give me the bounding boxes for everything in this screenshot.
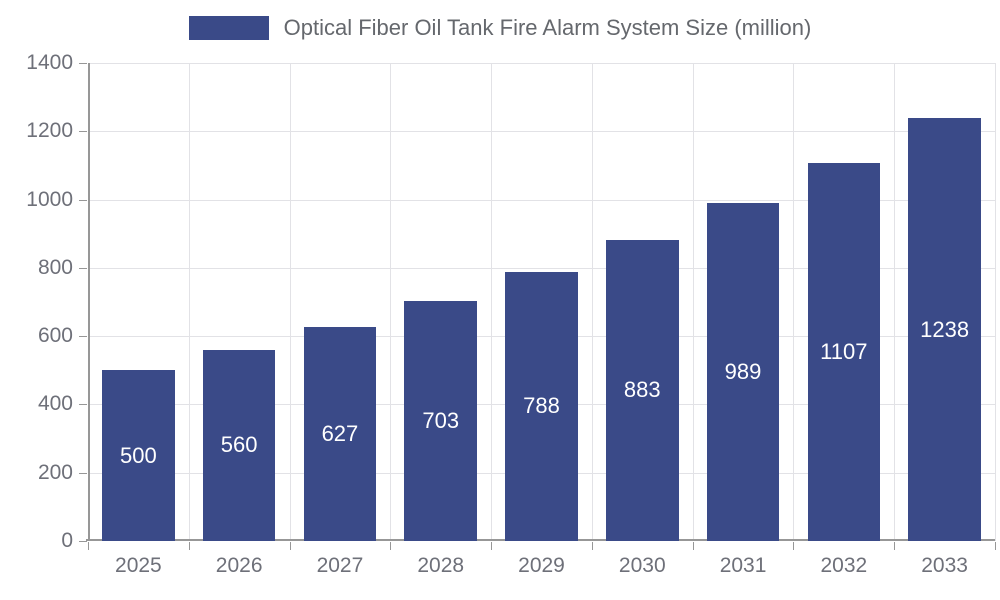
gridline-horizontal — [88, 63, 995, 64]
y-axis-tick — [79, 336, 87, 338]
x-axis-tick — [88, 542, 89, 550]
plot-area: 0 200 400 600 800 1000 1200 1400 500 2025 560 2026 6… — [26, 51, 996, 577]
y-axis-tick — [79, 63, 87, 64]
bar-2031[interactable]: 989 — [706, 203, 780, 541]
x-axis-tick — [894, 542, 896, 550]
y-axis-tick — [79, 131, 87, 133]
y-axis-label: 200 — [37, 460, 73, 484]
bar-value-label: 883 — [623, 377, 661, 403]
gridline-vertical — [995, 63, 996, 541]
bar-value-label: 788 — [523, 393, 560, 419]
bar-2027[interactable]: 627 — [303, 326, 377, 541]
bar-value-label: 560 — [220, 432, 258, 458]
gridline-vertical — [692, 63, 694, 541]
bar-2030[interactable]: 883 — [605, 239, 679, 541]
gridline-vertical — [793, 63, 795, 541]
x-axis-label: 2026 — [215, 554, 263, 577]
gridline-vertical — [894, 63, 896, 541]
y-axis-tick — [79, 199, 87, 201]
x-axis-tick — [591, 542, 593, 550]
y-axis-label: 1200 — [26, 119, 73, 143]
legend-label: Optical Fiber Oil Tank Fire Alarm System… — [283, 15, 812, 40]
y-axis-label: 1000 — [26, 187, 73, 211]
bar-value-label: 989 — [724, 359, 762, 385]
gridline-vertical — [390, 63, 392, 541]
x-axis-tick — [188, 542, 190, 550]
gridline-horizontal — [88, 267, 995, 269]
x-axis-tick — [289, 542, 291, 550]
bar-value-label: 1107 — [820, 339, 868, 365]
x-axis-label: 2029 — [518, 554, 565, 577]
x-axis-label: 2027 — [316, 554, 364, 577]
bar-value-label: 1238 — [920, 316, 970, 342]
x-axis-tick — [491, 542, 493, 550]
legend-swatch-icon — [188, 16, 269, 40]
x-axis-label: 2028 — [417, 554, 465, 577]
bar-value-label: 500 — [120, 442, 157, 468]
y-axis-label: 600 — [37, 324, 73, 348]
x-axis-tick — [995, 542, 996, 550]
y-axis-label: 0 — [61, 529, 73, 552]
y-axis-tick — [79, 404, 87, 406]
x-axis-label: 2025 — [115, 554, 162, 577]
gridline-horizontal — [88, 131, 995, 133]
y-axis-line — [88, 63, 90, 541]
bar-2033[interactable]: 1238 — [908, 118, 981, 541]
gridline-vertical — [591, 63, 593, 541]
gridline-vertical — [491, 63, 493, 541]
x-axis-tick — [793, 542, 795, 550]
y-axis-label: 800 — [37, 255, 73, 279]
gridline-vertical — [289, 63, 291, 541]
x-axis-label: 2033 — [921, 554, 968, 577]
y-axis-tick — [79, 541, 87, 542]
bar-value-label: 627 — [321, 420, 359, 446]
y-axis-tick — [79, 267, 87, 269]
x-axis-label: 2032 — [820, 554, 868, 577]
bar-value-label: 703 — [422, 407, 460, 433]
gridline-horizontal — [88, 199, 995, 201]
x-axis-label: 2031 — [719, 554, 767, 577]
legend-item[interactable]: Optical Fiber Oil Tank Fire Alarm System… — [188, 14, 812, 42]
bar-2028[interactable]: 703 — [404, 300, 477, 541]
x-axis-tick — [692, 542, 694, 550]
bar-2029[interactable]: 788 — [505, 271, 578, 541]
bar-2026[interactable]: 560 — [202, 349, 276, 541]
bar-2032[interactable]: 1107 — [807, 163, 881, 541]
x-axis-tick — [390, 542, 392, 550]
x-axis-label: 2030 — [618, 554, 666, 577]
y-axis-tick — [79, 472, 87, 474]
bar-2025[interactable]: 500 — [102, 370, 175, 541]
y-axis-label: 1400 — [26, 51, 73, 74]
gridline-vertical — [188, 63, 190, 541]
y-axis-label: 400 — [37, 392, 73, 416]
legend: Optical Fiber Oil Tank Fire Alarm System… — [0, 14, 1000, 42]
